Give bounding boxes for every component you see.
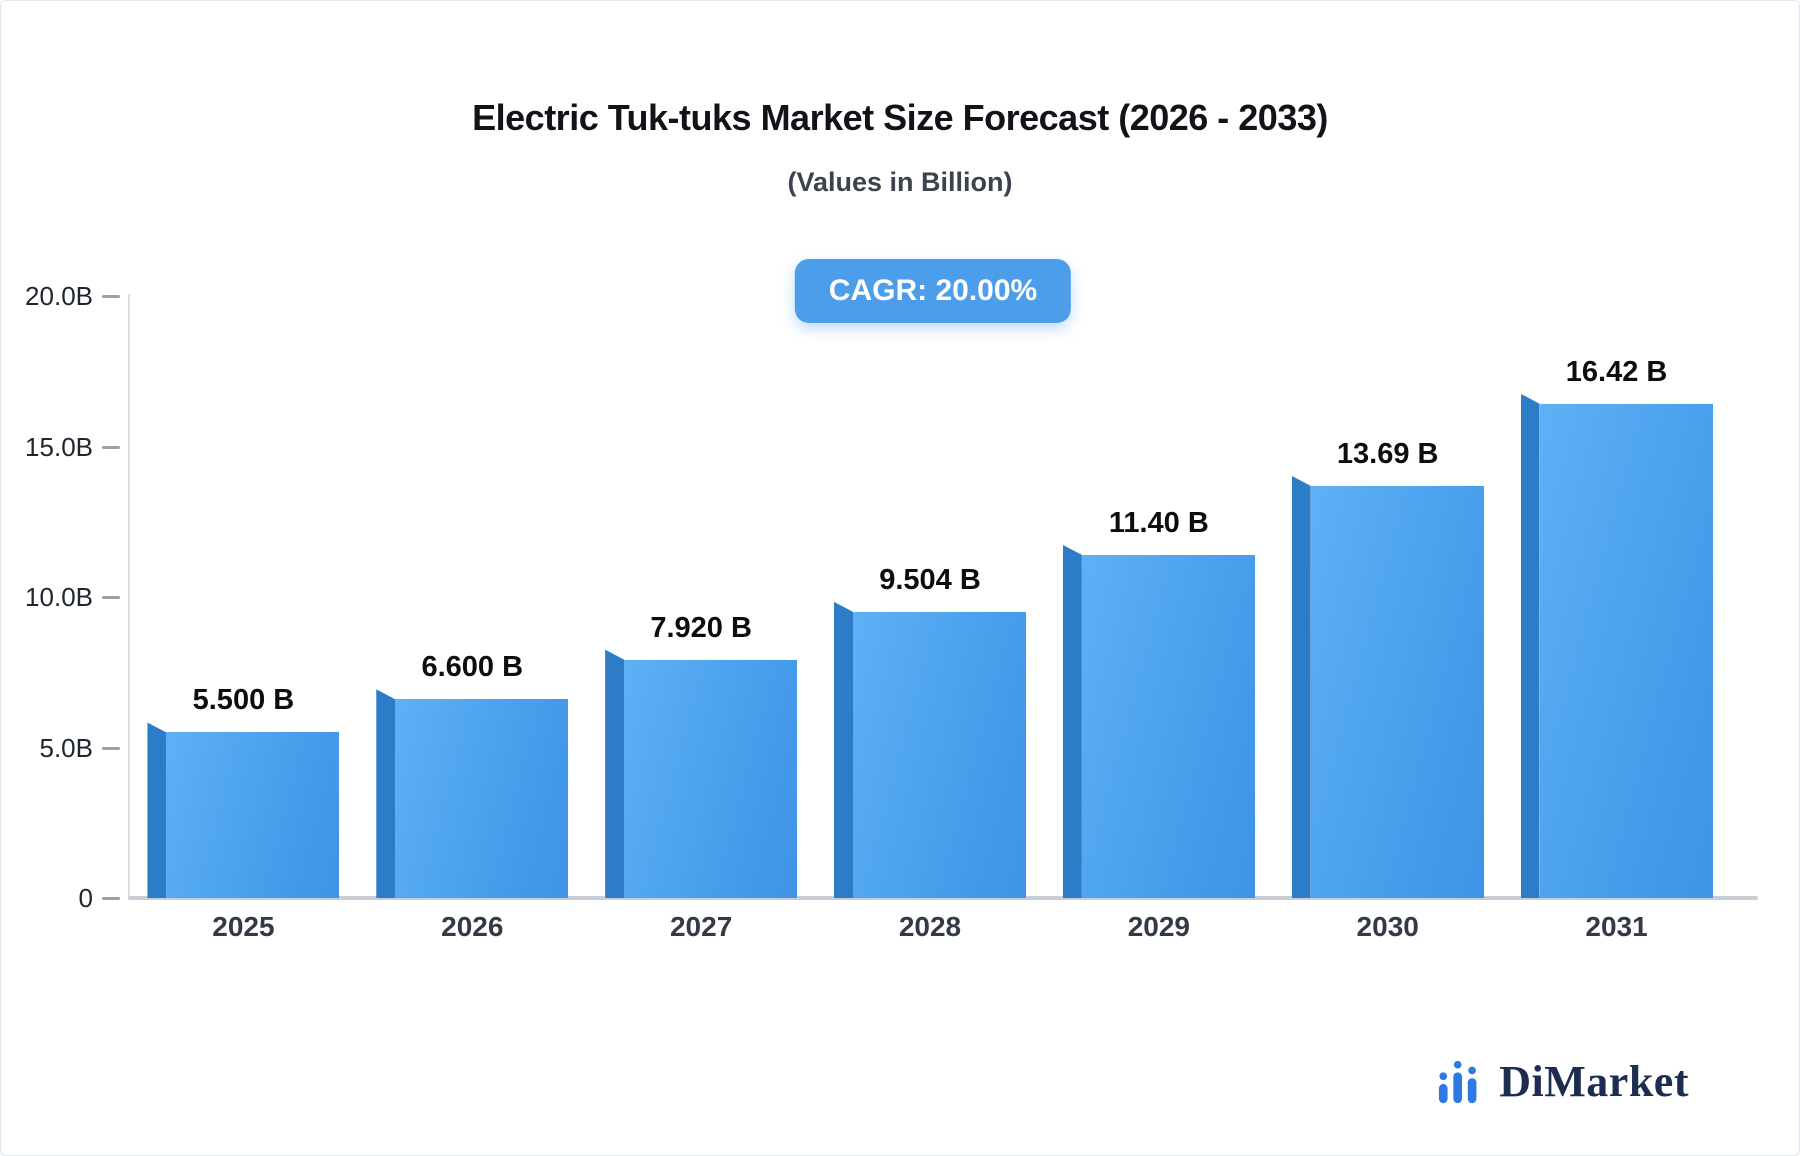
chart-subtitle: (Values in Billion) <box>787 167 1013 197</box>
x-axis-label-2029: 2029 <box>1127 911 1190 942</box>
bar-2025 <box>147 722 340 898</box>
bar-value-label: 6.600 B <box>421 651 524 684</box>
bar-value-label: 7.920 B <box>650 611 752 644</box>
bar-value-label: 11.40 B <box>1108 506 1209 539</box>
bar-front-face <box>1310 485 1484 898</box>
x-axis-label-2026: 2026 <box>441 911 504 942</box>
bar-side-face <box>1291 475 1311 898</box>
bar-chart-with-dots-icon <box>1439 1060 1477 1103</box>
bar-2031 <box>1520 393 1713 898</box>
bar-side-face <box>376 689 396 898</box>
bar-value-label: 13.69 B <box>1336 437 1439 470</box>
x-axis-label-2025: 2025 <box>212 911 275 942</box>
brand-name: DiMarket <box>1499 1057 1689 1106</box>
bar-front-face <box>1081 554 1255 898</box>
x-axis-line <box>128 896 1758 900</box>
bar-side-face <box>1062 544 1082 898</box>
bar-value-label: 5.500 B <box>192 684 295 717</box>
bar-2030 <box>1291 475 1484 898</box>
x-axis-label-2028: 2028 <box>898 911 962 942</box>
y-tick-mark <box>102 897 120 900</box>
y-axis-line <box>128 294 130 898</box>
y-axis-label: 5.0B <box>39 732 94 763</box>
bar-2029 <box>1062 544 1255 898</box>
bar-2026 <box>376 689 569 898</box>
bar-side-face <box>1520 393 1540 898</box>
x-axis-label-2030: 2030 <box>1356 911 1419 942</box>
bar-side-face <box>147 722 167 898</box>
bar-front-face <box>624 659 798 898</box>
y-axis-label: 10.0B <box>25 582 93 612</box>
y-axis-label: 0 <box>78 883 93 913</box>
x-axis-label-2031: 2031 <box>1585 911 1648 942</box>
bar-2028 <box>834 601 1026 898</box>
bar-front-face <box>853 611 1026 898</box>
bar-2027 <box>605 649 798 898</box>
x-axis-label-2027: 2027 <box>669 911 733 942</box>
cagr-badge: CAGR: 20.00% <box>794 259 1072 323</box>
bar-side-face <box>834 601 853 898</box>
bar-value-label: 16.42 B <box>1565 355 1668 388</box>
bar-front-face <box>166 732 340 898</box>
y-tick-mark <box>102 746 120 750</box>
chart-title: Electric Tuk-tuks Market Size Forecast (… <box>472 97 1328 138</box>
bar-value-label: 9.504 B <box>879 563 981 596</box>
bar-front-face <box>1539 403 1713 898</box>
brand-logo: DiMarket <box>1437 1056 1689 1107</box>
y-axis-label: 15.0B <box>25 431 93 462</box>
y-tick-mark <box>102 596 120 599</box>
y-tick-mark <box>102 445 120 449</box>
bar-side-face <box>605 649 625 898</box>
bar-front-face <box>395 699 569 898</box>
y-axis-label: 20.0B <box>25 281 93 311</box>
y-tick-mark <box>102 295 120 298</box>
